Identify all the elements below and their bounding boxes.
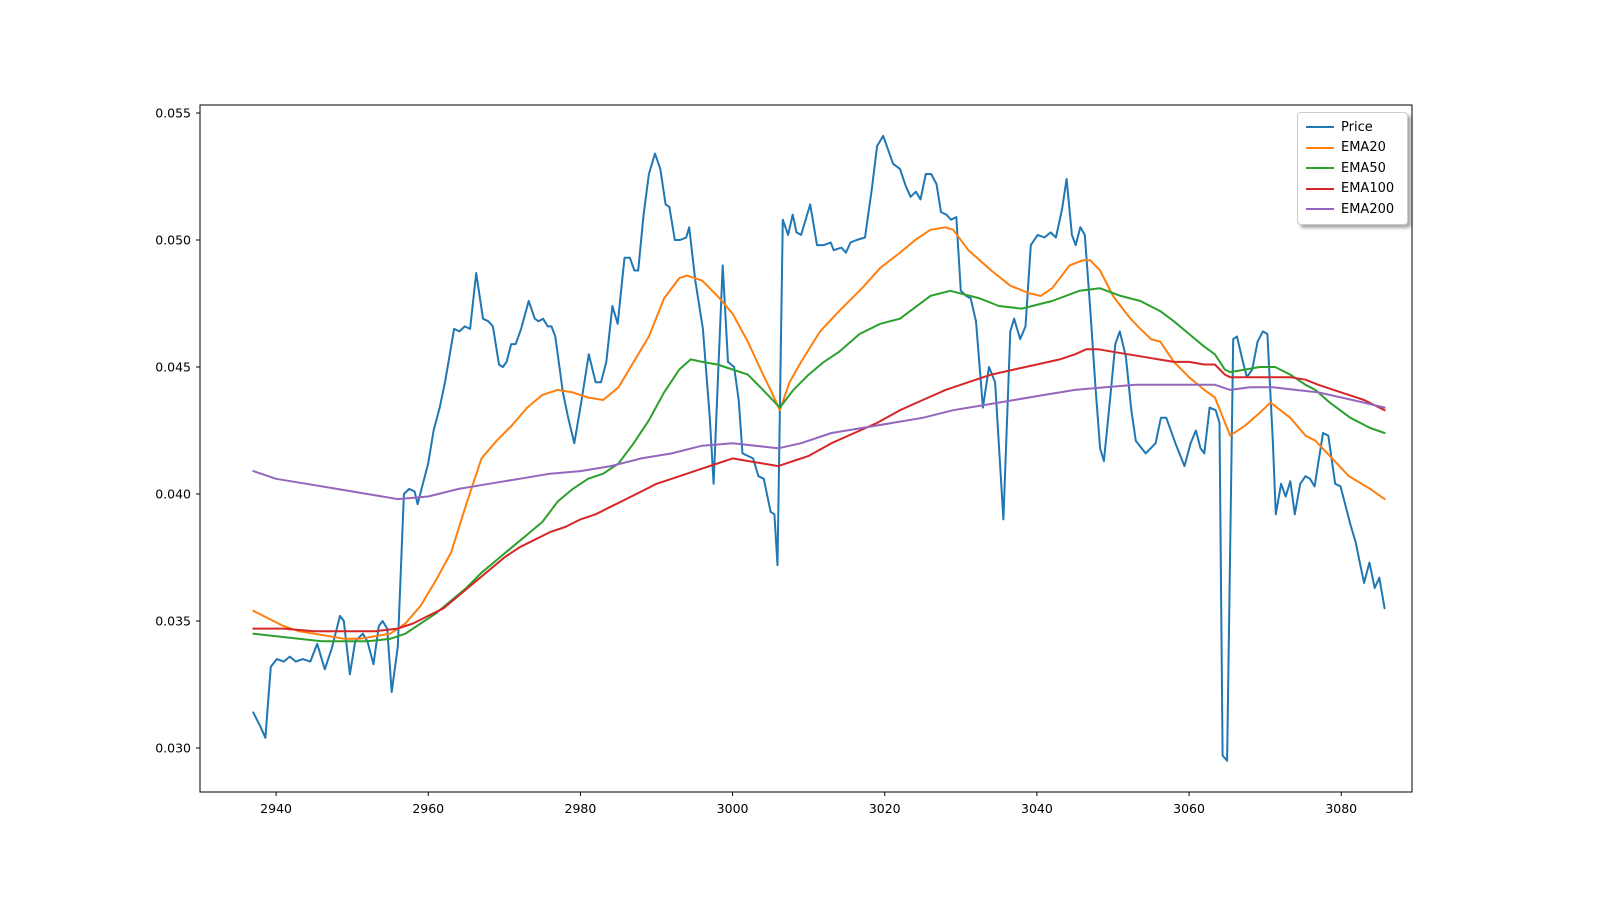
y-tick-label: 0.030 [155,741,191,756]
x-tick-label: 3060 [1173,801,1205,816]
legend-label: EMA20 [1341,140,1386,156]
legend-label: EMA100 [1341,181,1395,197]
ema100-line [252,348,1386,633]
y-tick-label: 0.050 [155,233,191,248]
x-tick-label: 2980 [565,801,597,816]
ema200-line-swatch [1306,208,1334,211]
ema50-line-swatch [1306,167,1334,170]
legend: Price EMA20 EMA50 EMA100 EMA200 [1297,112,1408,225]
legend-item-price: Price [1306,117,1399,138]
ema200-line [252,383,1386,501]
y-tick-label: 0.055 [155,106,191,121]
ema20-line [252,226,1386,640]
ema100-line-swatch [1306,187,1334,190]
x-tick-label: 3040 [1021,801,1053,816]
legend-label: Price [1341,119,1373,135]
axes-frame [199,104,1413,793]
legend-item-ema50: EMA50 [1306,158,1399,179]
ema50-line [252,287,1386,643]
x-tick-label: 2940 [260,801,292,816]
price-line [252,134,1386,762]
x-tick-label: 3020 [869,801,901,816]
y-tick-label: 0.040 [155,487,191,502]
legend-item-ema20: EMA20 [1306,138,1399,159]
legend-item-ema100: EMA100 [1306,179,1399,200]
ema20-line-swatch [1306,146,1334,149]
legend-label: EMA200 [1341,201,1395,217]
legend-item-ema200: EMA200 [1306,199,1399,220]
x-tick-label: 3000 [717,801,749,816]
y-tick-label: 0.035 [155,614,191,629]
legend-label: EMA50 [1341,160,1386,176]
y-tick-label: 0.045 [155,360,191,375]
price-line-swatch [1306,126,1334,129]
x-tick-label: 2960 [412,801,444,816]
x-tick-label: 3080 [1325,801,1357,816]
